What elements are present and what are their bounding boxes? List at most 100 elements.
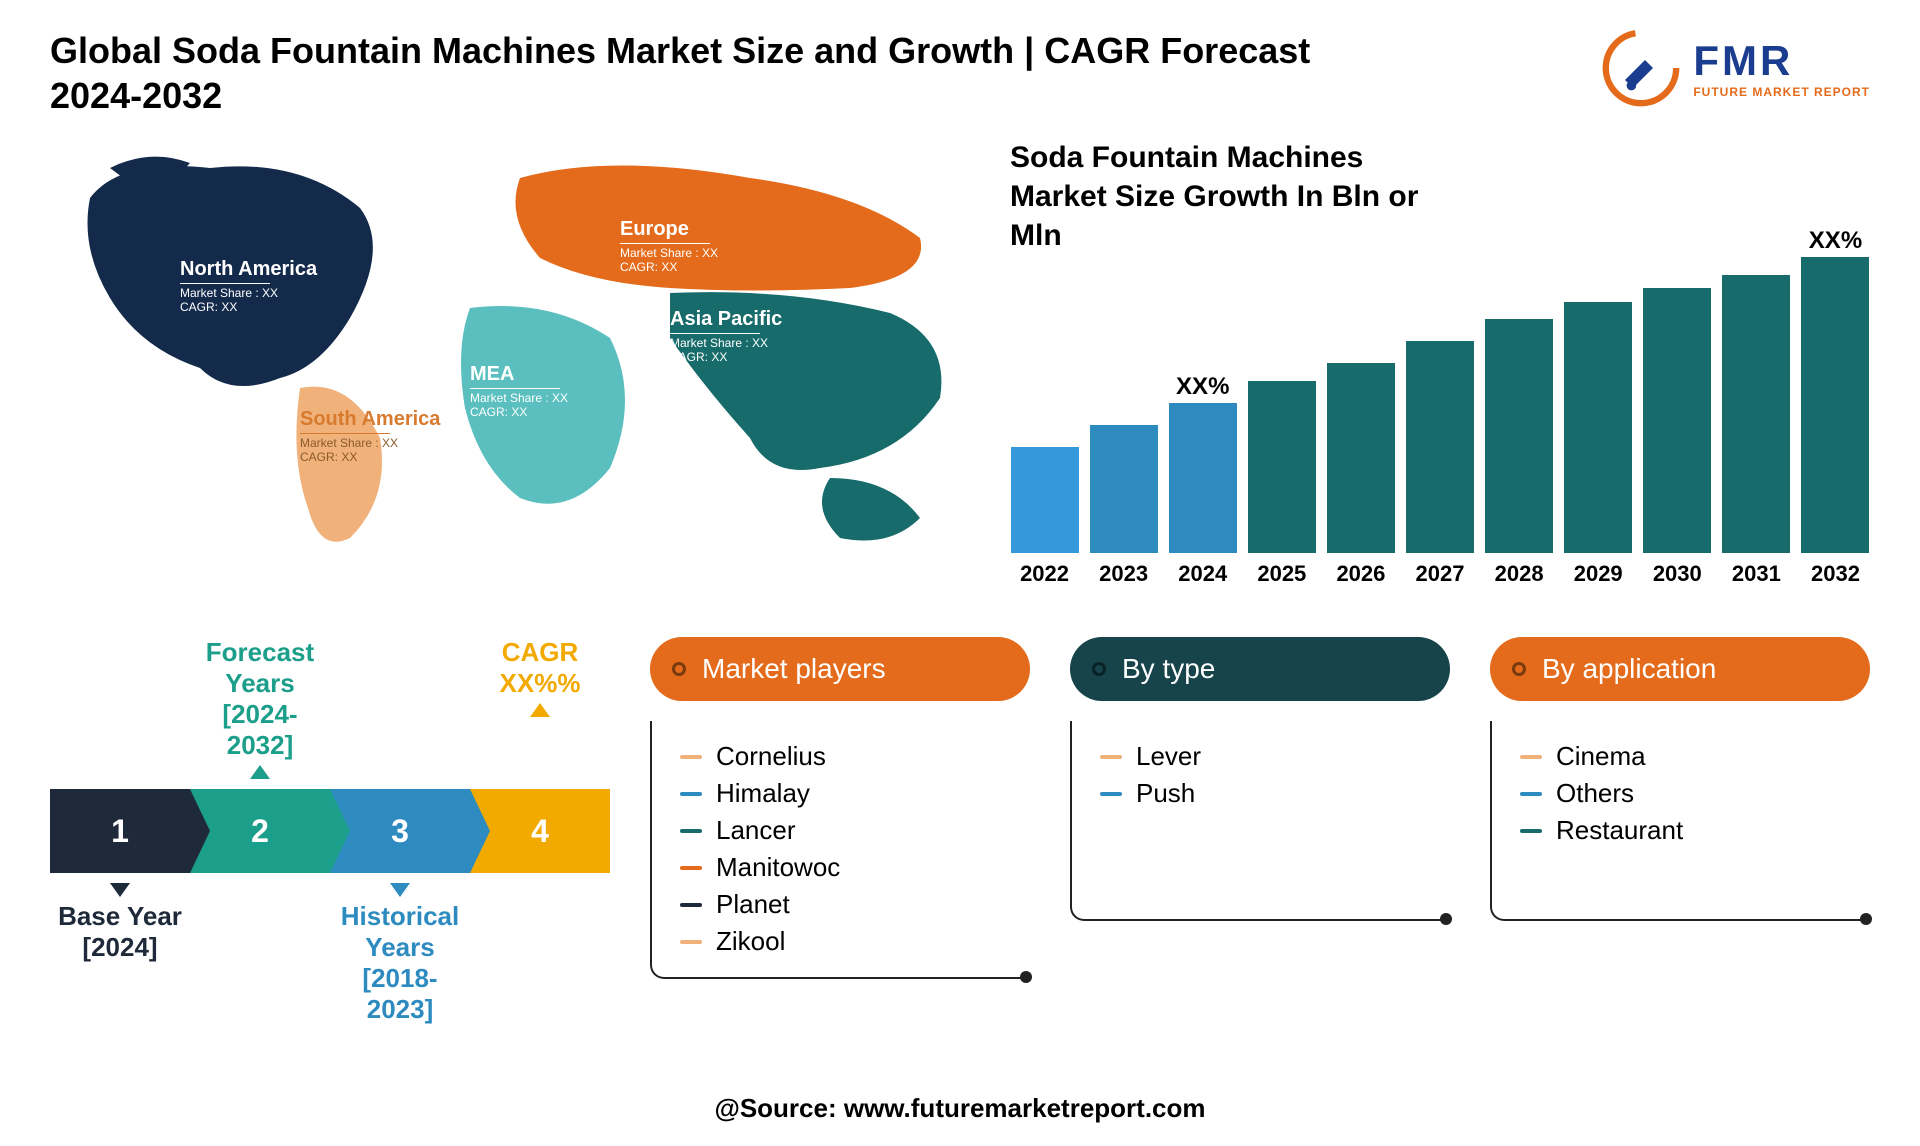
forecast-title: Forecast Years xyxy=(190,637,330,699)
item-label: Restaurant xyxy=(1556,815,1683,846)
dot-icon xyxy=(1512,662,1526,676)
region-name: South America xyxy=(300,408,440,431)
bar-year-label: 2022 xyxy=(1020,561,1069,587)
list-item: Manitowoc xyxy=(680,852,1010,883)
list-item: Cornelius xyxy=(680,741,1010,772)
item-label: Planet xyxy=(716,889,790,920)
bar-pct-label: XX% xyxy=(1176,373,1229,401)
category-pill: Market players xyxy=(650,637,1030,701)
pill-title: Market players xyxy=(702,653,886,685)
region-name: Europe xyxy=(620,218,718,241)
bar-year-label: 2023 xyxy=(1099,561,1148,587)
chart-title: Soda Fountain Machines Market Size Growt… xyxy=(1010,138,1440,255)
forecast-label: Forecast Years [2024-2032] xyxy=(190,637,330,783)
region-label-asia-pacific: Asia PacificMarket Share : XXCAGR: XX xyxy=(670,308,782,364)
historical-range: [2018-2023] xyxy=(330,963,470,1025)
dot-icon xyxy=(672,662,686,676)
bar-year-label: 2029 xyxy=(1574,561,1623,587)
tick-icon xyxy=(1100,755,1122,759)
item-label: Push xyxy=(1136,778,1195,809)
list-item: Lancer xyxy=(680,815,1010,846)
list-item: Push xyxy=(1100,778,1430,809)
bar-2030: 2030 xyxy=(1643,288,1712,587)
logo: FMR FUTURE MARKET REPORT xyxy=(1601,28,1870,108)
bar-rect xyxy=(1090,425,1158,553)
timeline-step-3: 3 xyxy=(330,789,470,873)
timeline-step-2: 2 xyxy=(190,789,330,873)
category-list: Lever Push xyxy=(1070,721,1450,921)
region-share: Market Share : XX xyxy=(180,286,317,300)
tick-icon xyxy=(1100,792,1122,796)
bar-2025: 2025 xyxy=(1247,381,1316,587)
triangle-up-icon xyxy=(250,765,270,779)
category-list: Cornelius Himalay Lancer Manitowoc Planet Zik… xyxy=(650,721,1030,979)
region-label-mea: MEAMarket Share : XXCAGR: XX xyxy=(470,363,568,419)
region-share: Market Share : XX xyxy=(470,391,568,405)
dot-icon xyxy=(1092,662,1106,676)
region-cagr: CAGR: XX xyxy=(620,260,718,274)
tick-icon xyxy=(1520,755,1542,759)
pill-title: By application xyxy=(1542,653,1716,685)
item-label: Lever xyxy=(1136,741,1201,772)
cagr-title: CAGR xyxy=(470,637,610,668)
region-share: Market Share : XX xyxy=(670,336,782,350)
item-label: Cornelius xyxy=(716,741,826,772)
tick-icon xyxy=(680,866,702,870)
bar-2031: 2031 xyxy=(1722,275,1791,587)
region-share: Market Share : XX xyxy=(620,246,718,260)
region-cagr: CAGR: XX xyxy=(300,450,440,464)
category-market-players: Market players Cornelius Himalay Lancer Mani… xyxy=(650,637,1030,979)
bar-2029: 2029 xyxy=(1564,302,1633,587)
historical-label: Historical Years [2018-2023] xyxy=(330,879,470,1025)
bar-rect xyxy=(1248,381,1316,553)
globe-telescope-icon xyxy=(1601,28,1681,108)
list-item: Lever xyxy=(1100,741,1430,772)
cagr-label: CAGR XX%% xyxy=(470,637,610,783)
bar-year-label: 2026 xyxy=(1336,561,1385,587)
region-cagr: CAGR: XX xyxy=(180,300,317,314)
list-item: Zikool xyxy=(680,926,1010,957)
logo-fmr-text: FMR xyxy=(1693,37,1870,85)
timeline-step-1: 1 xyxy=(50,789,190,873)
bar-year-label: 2030 xyxy=(1653,561,1702,587)
bar-2024: XX%2024 xyxy=(1168,403,1237,587)
bar-2023: 2023 xyxy=(1089,425,1158,587)
item-label: Manitowoc xyxy=(716,852,840,883)
region-eu-shape xyxy=(516,166,922,291)
bar-rect xyxy=(1564,302,1632,553)
list-item: Himalay xyxy=(680,778,1010,809)
region-label-europe: Europe Market Share : XXCAGR: XX xyxy=(620,218,718,274)
item-label: Zikool xyxy=(716,926,785,957)
pill-title: By type xyxy=(1122,653,1215,685)
bar-rect xyxy=(1169,403,1237,553)
bar-year-label: 2025 xyxy=(1257,561,1306,587)
region-label-north-america: North America Market Share : XXCAGR: XX xyxy=(180,258,317,314)
triangle-up-icon xyxy=(530,703,550,717)
timeline-steps: Forecast Years [2024-2032] CAGR XX%% 123… xyxy=(50,637,610,1025)
forecast-range: [2024-2032] xyxy=(190,699,330,761)
category-by-type: By type Lever Push xyxy=(1070,637,1450,979)
historical-title: Historical Years xyxy=(330,901,470,963)
bar-rect xyxy=(1643,288,1711,553)
bar-pct-label: XX% xyxy=(1809,227,1862,255)
region-share: Market Share : XX xyxy=(300,436,440,450)
region-name: North America xyxy=(180,258,317,281)
tick-icon xyxy=(680,755,702,759)
tick-icon xyxy=(680,792,702,796)
growth-bar-chart: Soda Fountain Machines Market Size Growt… xyxy=(1010,138,1870,587)
tick-icon xyxy=(680,940,702,944)
bar-2032: XX%2032 xyxy=(1801,257,1870,587)
tick-icon xyxy=(680,829,702,833)
triangle-down-icon xyxy=(390,883,410,897)
bar-2027: 2027 xyxy=(1405,341,1474,587)
map-svg xyxy=(50,138,970,558)
world-map: North AmericaMarket Share : XXCAGR: XXSo… xyxy=(50,138,970,558)
item-label: Others xyxy=(1556,778,1634,809)
tick-icon xyxy=(1520,792,1542,796)
category-pill: By type xyxy=(1070,637,1450,701)
bar-year-label: 2031 xyxy=(1732,561,1781,587)
region-name: Asia Pacific xyxy=(670,308,782,331)
list-item: Planet xyxy=(680,889,1010,920)
region-label-south-america: South America Market Share : XXCAGR: XX xyxy=(300,408,440,464)
tick-icon xyxy=(1520,829,1542,833)
